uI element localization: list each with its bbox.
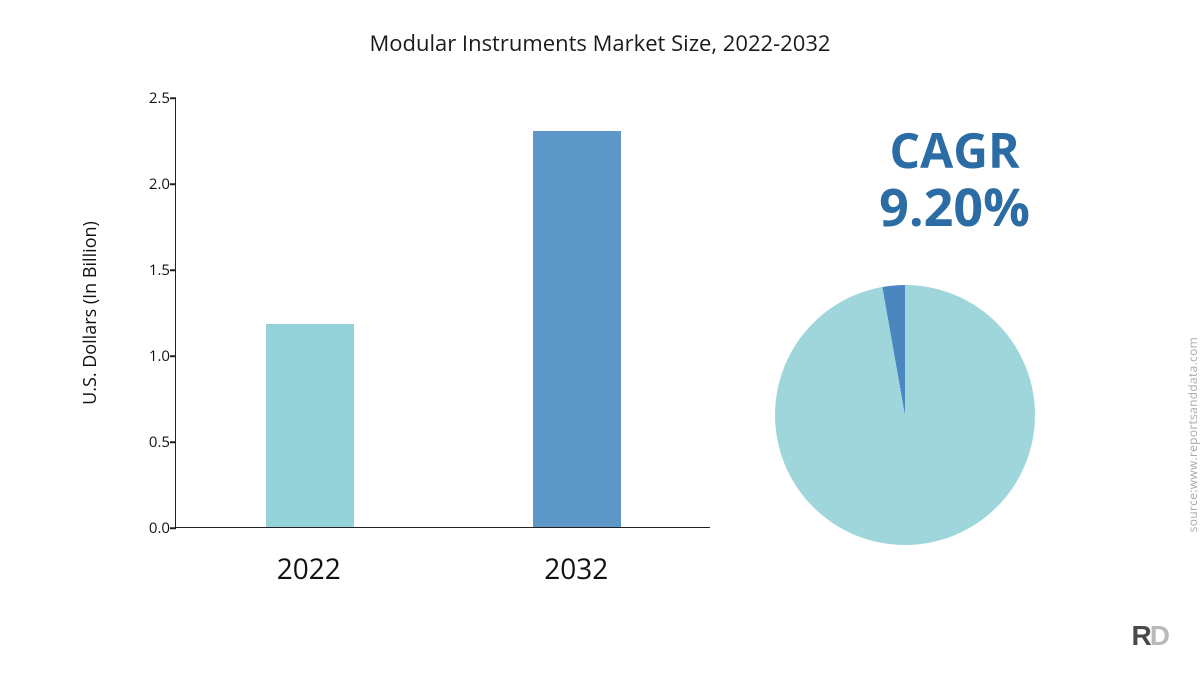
pie-graphic bbox=[775, 285, 1035, 545]
y-tick-mark bbox=[170, 441, 176, 443]
y-tick-label: 2.5 bbox=[120, 88, 170, 108]
y-tick-mark bbox=[170, 97, 176, 99]
y-tick-label: 1.0 bbox=[120, 346, 170, 366]
source-attribution: source:www.reportsanddata.com bbox=[1184, 337, 1200, 532]
pie-chart bbox=[775, 285, 1035, 545]
y-tick-label: 1.5 bbox=[120, 260, 170, 280]
y-tick-label: 0.5 bbox=[120, 432, 170, 452]
y-tick-mark bbox=[170, 527, 176, 529]
y-tick-mark bbox=[170, 269, 176, 271]
plot-area bbox=[175, 98, 710, 528]
x-category-label: 2022 bbox=[277, 550, 341, 588]
logo-d: D bbox=[1150, 620, 1168, 651]
chart-title: Modular Instruments Market Size, 2022-20… bbox=[0, 28, 1200, 58]
y-tick-mark bbox=[170, 355, 176, 357]
cagr-label: CAGR bbox=[879, 125, 1030, 178]
bar bbox=[533, 131, 621, 527]
cagr-callout: CAGR 9.20% bbox=[879, 125, 1030, 235]
cagr-value: 9.20% bbox=[879, 178, 1030, 235]
y-tick-mark bbox=[170, 183, 176, 185]
y-tick-label: 0.0 bbox=[120, 518, 170, 538]
brand-logo: RD bbox=[1132, 620, 1168, 652]
bar-chart: U.S. Dollars (In Billion) 0.00.51.01.52.… bbox=[120, 98, 710, 528]
x-category-label: 2032 bbox=[544, 550, 608, 588]
logo-r: R bbox=[1132, 620, 1150, 651]
y-axis-label: U.S. Dollars (In Billion) bbox=[78, 221, 102, 405]
bar bbox=[266, 324, 354, 527]
y-tick-label: 2.0 bbox=[120, 174, 170, 194]
